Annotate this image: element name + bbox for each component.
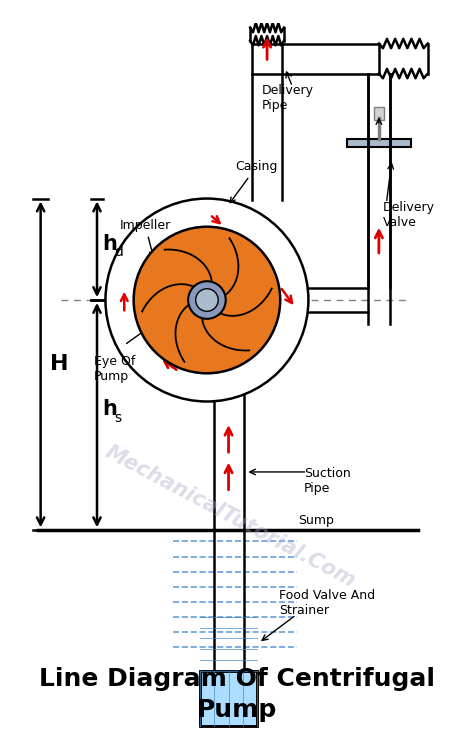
Circle shape	[188, 281, 226, 319]
Circle shape	[134, 227, 280, 373]
Text: Sump: Sump	[298, 514, 334, 528]
Text: d: d	[114, 245, 123, 259]
Bar	[374, 107, 383, 120]
Text: H: H	[50, 355, 69, 374]
Circle shape	[105, 199, 309, 401]
Bar	[201, 671, 257, 726]
Text: Eye Of
Pump: Eye Of Pump	[94, 355, 136, 383]
Circle shape	[196, 289, 218, 311]
Text: Delivery
Valve: Delivery Valve	[383, 201, 435, 230]
Bar	[201, 671, 257, 726]
Text: h: h	[103, 399, 118, 420]
Text: Impeller: Impeller	[119, 218, 171, 256]
Text: Line Diagram Of Centrifugal
Pump: Line Diagram Of Centrifugal Pump	[39, 667, 435, 723]
Text: Casing: Casing	[230, 160, 277, 203]
Text: s: s	[114, 411, 121, 425]
Text: Food Valve And
Strainer: Food Valve And Strainer	[279, 590, 375, 618]
Text: Delivery
Pipe: Delivery Pipe	[262, 84, 313, 112]
Bar	[347, 139, 411, 147]
Text: Suction
Pipe: Suction Pipe	[304, 467, 350, 495]
Text: MechanicalTutorial.Com: MechanicalTutorial.Com	[102, 442, 359, 591]
Text: h: h	[103, 234, 118, 254]
